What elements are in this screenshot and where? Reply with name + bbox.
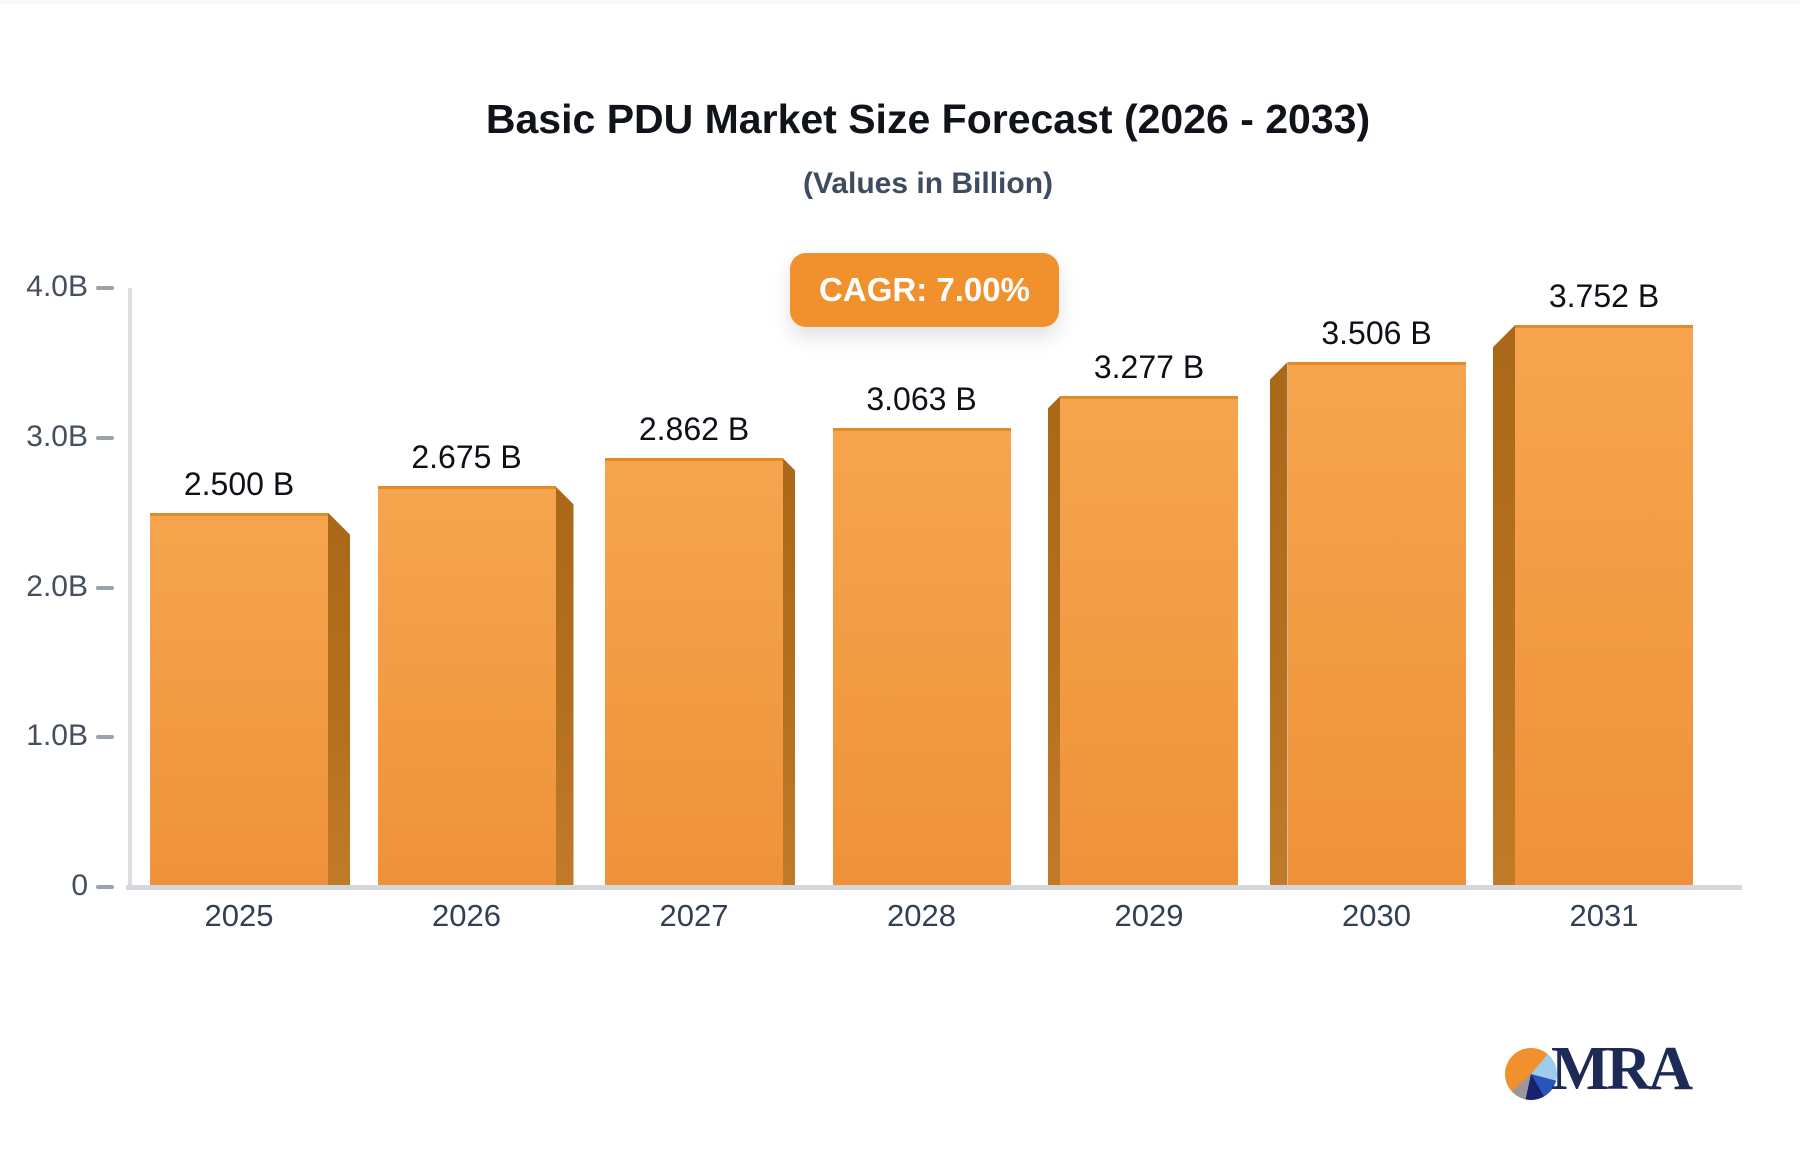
bar-2028 [832, 428, 1011, 887]
chart-title: Basic PDU Market Size Forecast (2026 - 2… [485, 96, 1371, 142]
y-axis-label-0: 0 [71, 869, 88, 902]
x-axis-label-2030: 2030 [1342, 898, 1411, 933]
x-axis-label-2026: 2026 [432, 898, 501, 933]
y-tick [96, 735, 114, 740]
x-axis-label-2027: 2027 [659, 898, 729, 933]
page-top-strip [0, 0, 1800, 4]
cagr-badge: CAGR: 7.00% [790, 253, 1059, 327]
bar-side-2031 [1493, 325, 1515, 887]
y-axis-label-1.0B: 1.0B [26, 719, 88, 753]
bar-value-label-2027: 2.862 B [638, 411, 750, 448]
x-axis-label-2028: 2028 [887, 898, 956, 933]
bar-2029 [1060, 396, 1238, 887]
y-tick [96, 435, 114, 440]
logo-pie-chart-icon [1505, 1048, 1557, 1100]
bar-side-2030 [1269, 361, 1288, 887]
bar-side-2025 [328, 512, 350, 887]
bar-value-label-2025: 2.500 B [183, 465, 295, 502]
y-axis-label-4.0B: 4.0B [26, 270, 88, 303]
y-axis-label-2.0B: 2.0B [26, 569, 88, 603]
y-tick [96, 885, 114, 889]
y-axis-label-3.0B: 3.0B [26, 419, 88, 453]
y-tick [96, 585, 114, 590]
bar-2031 [1515, 325, 1693, 887]
bar-side-2029 [1048, 396, 1060, 887]
bar-value-label-2029: 3.277 B [1093, 349, 1205, 386]
x-axis-label-2025: 2025 [204, 898, 274, 933]
x-axis-label-2029: 2029 [1114, 898, 1184, 933]
bar-value-label-2026: 2.675 B [411, 439, 522, 476]
bar-2025 [150, 512, 328, 887]
chart-subtitle: (Values in Billion) [802, 167, 1054, 200]
y-tick [96, 286, 114, 290]
x-axis-baseline [126, 885, 1742, 890]
bar-value-label-2030: 3.506 B [1321, 314, 1432, 351]
bar-2030 [1287, 361, 1466, 887]
bar-2027 [605, 458, 783, 887]
bar-side-2027 [783, 458, 795, 887]
bar-side-2026 [555, 486, 574, 887]
bar-value-label-2031: 3.752 B [1548, 278, 1660, 315]
y-axis-line [128, 288, 132, 889]
bar-value-label-2028: 3.063 B [866, 381, 977, 418]
logo-text: MRA [1551, 1035, 1693, 1103]
bar-2026 [377, 486, 556, 887]
x-axis-label-2031: 2031 [1569, 898, 1639, 933]
